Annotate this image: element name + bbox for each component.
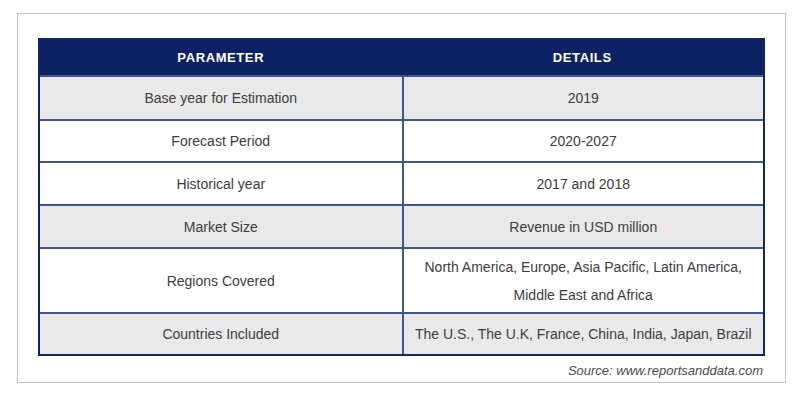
header-cell-details: DETAILS: [402, 45, 764, 71]
table-row: Historical year 2017 and 2018: [40, 161, 763, 204]
parameter-cell: Market Size: [40, 206, 402, 247]
parameter-cell: Base year for Estimation: [40, 77, 402, 119]
table-card: PARAMETER DETAILS Base year for Estimati…: [17, 13, 786, 383]
parameter-cell: Regions Covered: [40, 249, 402, 312]
table-header-row: PARAMETER DETAILS: [40, 40, 763, 75]
table-row: Countries Included The U.S., The U.K, Fr…: [40, 312, 763, 354]
parameter-cell: Forecast Period: [40, 121, 402, 161]
source-attribution: Source: www.reportsanddata.com: [38, 363, 765, 378]
details-cell: 2019: [402, 77, 764, 119]
details-cell: North America, Europe, Asia Pacific, Lat…: [402, 249, 764, 312]
details-cell: Revenue in USD million: [402, 206, 764, 247]
details-cell: 2020-2027: [402, 121, 764, 161]
parameter-cell: Historical year: [40, 163, 402, 204]
report-parameters-table: PARAMETER DETAILS Base year for Estimati…: [38, 38, 765, 356]
table-row: Base year for Estimation 2019: [40, 75, 763, 119]
header-cell-parameter: PARAMETER: [40, 45, 402, 71]
details-cell: 2017 and 2018: [402, 163, 764, 204]
parameter-cell: Countries Included: [40, 314, 402, 354]
table-row: Forecast Period 2020-2027: [40, 119, 763, 161]
table-row: Regions Covered North America, Europe, A…: [40, 247, 763, 312]
details-cell: The U.S., The U.K, France, China, India,…: [402, 314, 764, 354]
table-row: Market Size Revenue in USD million: [40, 204, 763, 247]
